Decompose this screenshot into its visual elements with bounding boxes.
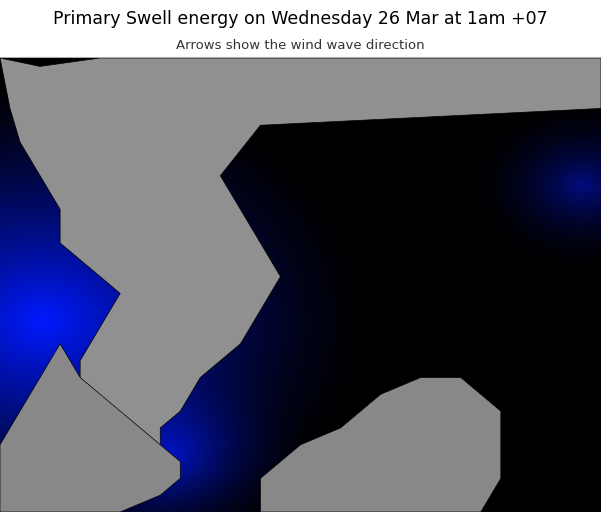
Text: Primary Swell energy on Wednesday 26 Mar at 1am +07: Primary Swell energy on Wednesday 26 Mar… — [53, 10, 548, 28]
Polygon shape — [0, 344, 180, 512]
Polygon shape — [0, 58, 601, 445]
Text: Arrows show the wind wave direction: Arrows show the wind wave direction — [176, 39, 425, 52]
Polygon shape — [260, 377, 501, 512]
